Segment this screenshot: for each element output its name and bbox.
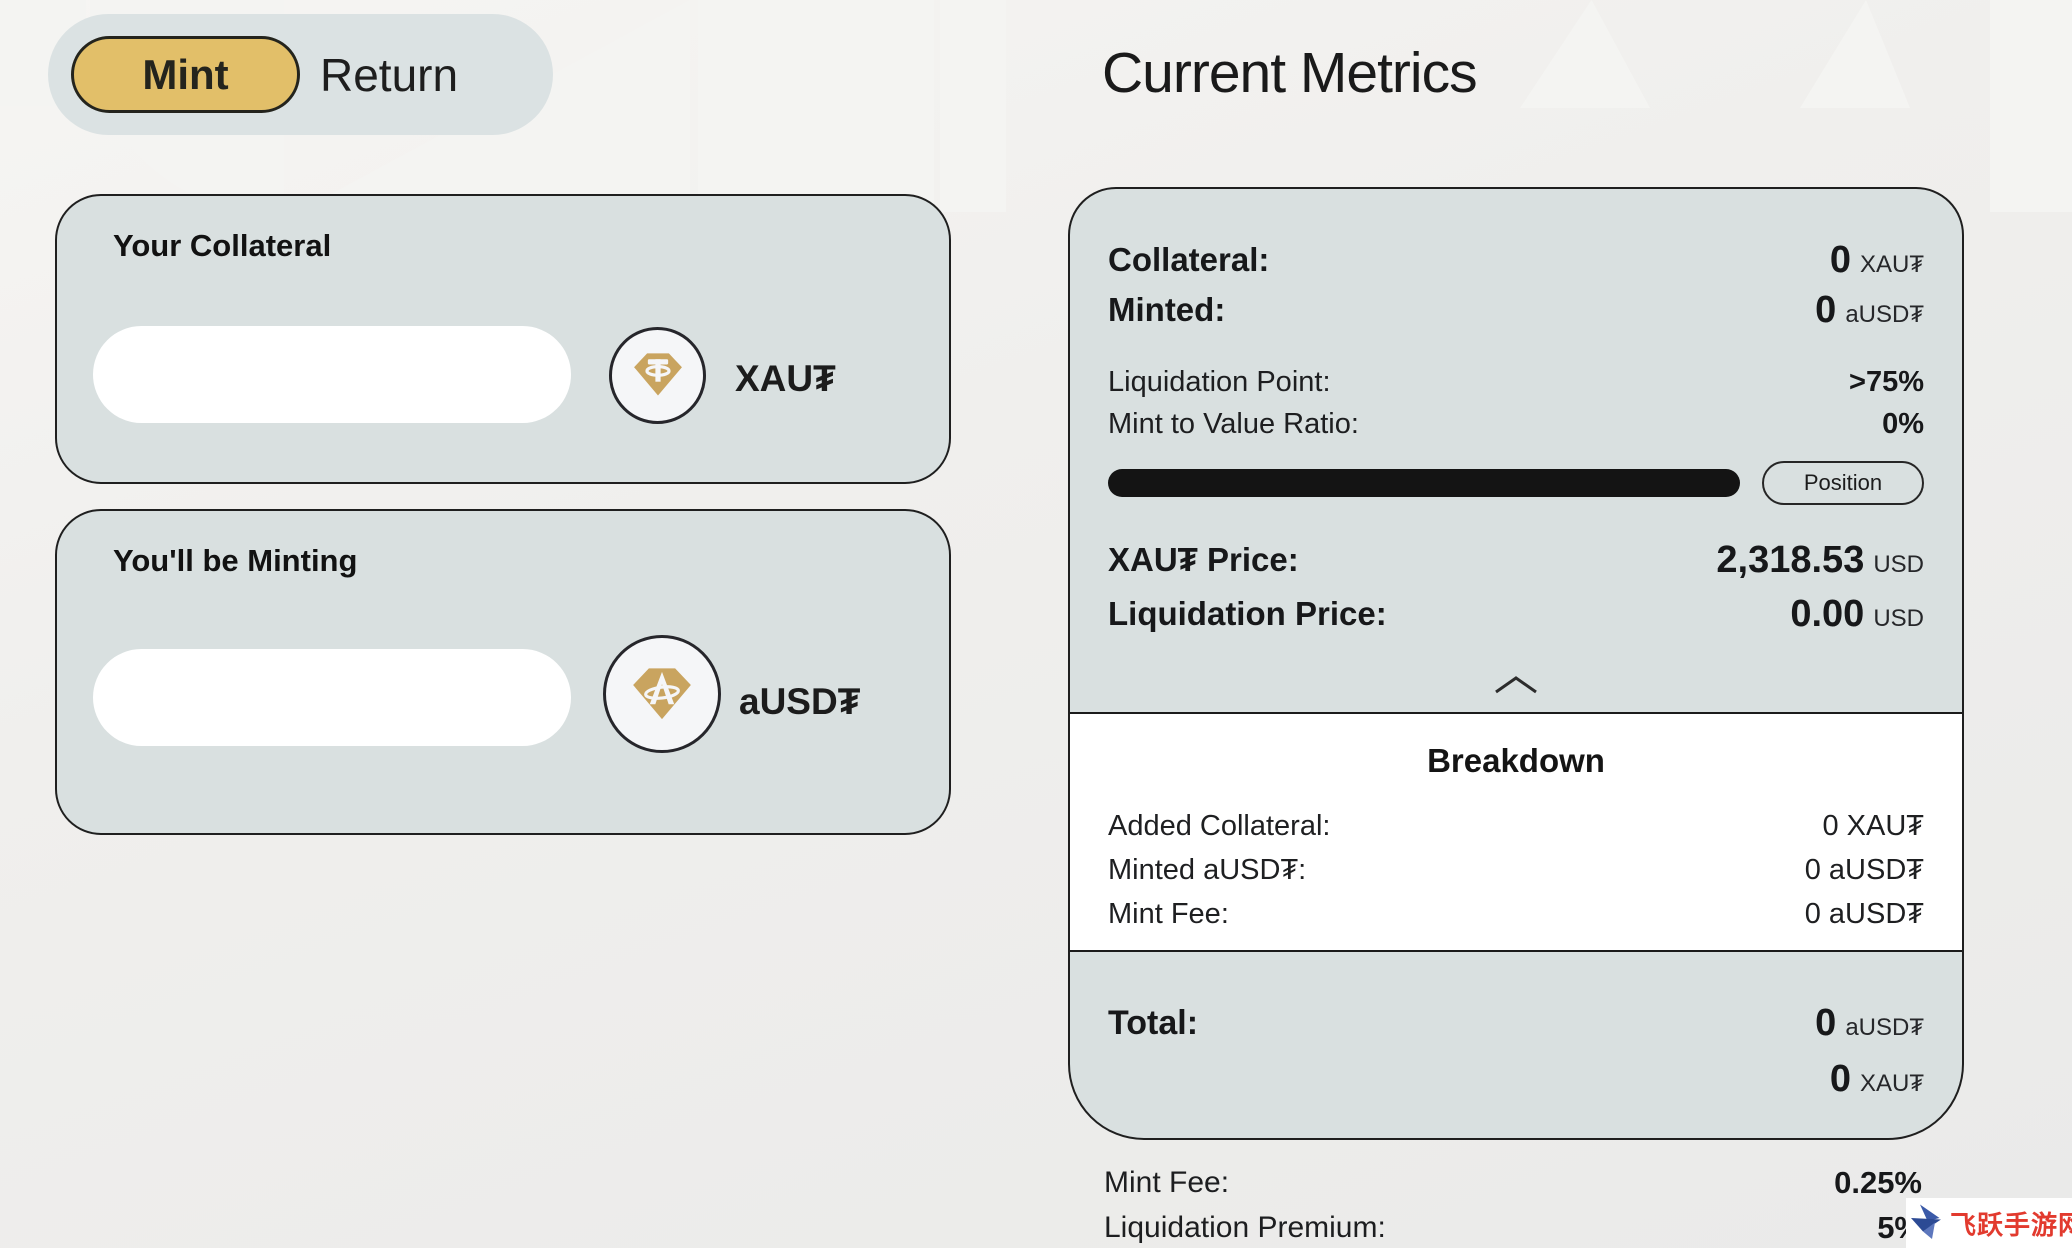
- current-metrics-card: Collateral: 0 XAU₮ Minted: 0 aUSD₮ Liqui…: [1068, 187, 1964, 1140]
- added-collateral-label: Added Collateral:: [1108, 809, 1331, 842]
- breakdown-row-minted-ausdt: Minted aUSD₮: 0 aUSD₮: [1108, 848, 1924, 892]
- minted-ausdt-value: 0 aUSD₮: [1804, 853, 1924, 886]
- breakdown-row-added-collateral: Added Collateral: 0 XAU₮: [1108, 804, 1924, 848]
- xaut-price-unit: USD: [1873, 550, 1924, 578]
- metric-row-collateral: Collateral: 0 XAU₮: [1108, 235, 1924, 285]
- mint-to-value-value: 0%: [1882, 407, 1924, 440]
- minted-value: 0: [1815, 288, 1837, 331]
- breakdown-row-mint-fee: Mint Fee: 0 aUSD₮: [1108, 892, 1924, 936]
- liquidation-point-label: Liquidation Point:: [1108, 365, 1331, 398]
- xaut-price-label: XAU₮ Price:: [1108, 541, 1299, 578]
- metric-row-xaut-price: XAU₮ Price: 2,318.53 USD: [1108, 533, 1924, 587]
- position-button-label: Position: [1803, 470, 1883, 495]
- mint-fee-value: 0.25%: [1834, 1165, 1922, 1200]
- collateral-value: 0: [1829, 238, 1851, 281]
- total-label: Total:: [1108, 1003, 1199, 1042]
- tab-mint-label: Mint: [142, 50, 229, 98]
- minting-card: You'll be Minting aUSD₮: [55, 509, 951, 835]
- liquidation-point-value: >75%: [1849, 365, 1924, 398]
- liquidation-price-value: 0.00: [1790, 592, 1865, 635]
- collateral-card-title: Your Collateral: [113, 228, 332, 263]
- total-row-secondary: 0 XAU₮: [1108, 1053, 1924, 1105]
- collateral-token-symbol: XAU₮: [735, 358, 836, 399]
- mint-fee-label: Mint Fee:: [1104, 1166, 1230, 1199]
- minted-ausdt-label: Minted aUSD₮:: [1108, 853, 1307, 886]
- liquidation-premium-row: Liquidation Premium: 5%: [1104, 1205, 1922, 1248]
- ausdt-token-badge: [603, 635, 721, 753]
- mint-fee-row: Mint Fee: 0.25%: [1104, 1160, 1922, 1206]
- xaut-token-icon: [629, 344, 687, 407]
- ausdt-token-icon: [627, 657, 697, 732]
- minted-unit: aUSD₮: [1845, 300, 1924, 328]
- tab-return[interactable]: Return: [320, 14, 458, 135]
- total-value-xaut: 0: [1829, 1057, 1851, 1100]
- mint-return-toggle: Mint Return: [48, 14, 553, 135]
- page-title: Current Metrics: [1102, 41, 1478, 105]
- total-unit-ausdt: aUSD₮: [1845, 1013, 1924, 1041]
- bg-pattern-shape: [698, 0, 934, 212]
- metric-row-mint-to-value: Mint to Value Ratio: 0%: [1108, 403, 1924, 445]
- metric-row-liquidation-point: Liquidation Point: >75%: [1108, 361, 1924, 403]
- metric-row-liquidation-price: Liquidation Price: 0.00 USD: [1108, 587, 1924, 641]
- mint-amount-input[interactable]: [93, 649, 571, 746]
- minted-label: Minted:: [1108, 291, 1226, 328]
- liquidation-price-unit: USD: [1873, 604, 1924, 632]
- breakdown-mint-fee-label: Mint Fee:: [1108, 897, 1229, 930]
- collateral-unit: XAU₮: [1859, 250, 1924, 278]
- total-row: Total: 0 aUSD₮: [1108, 997, 1924, 1049]
- minting-card-title: You'll be Minting: [113, 543, 358, 578]
- breakdown-mint-fee-value: 0 aUSD₮: [1804, 897, 1924, 930]
- total-unit-xaut: XAU₮: [1859, 1069, 1924, 1097]
- xaut-price-value: 2,318.53: [1716, 538, 1865, 581]
- liquidation-premium-label: Liquidation Premium:: [1104, 1211, 1386, 1244]
- bg-pattern-shape: [1990, 0, 2072, 212]
- xaut-token-badge: [609, 327, 706, 424]
- position-progress-bar: [1108, 469, 1740, 497]
- position-button[interactable]: Position: [1762, 461, 1924, 505]
- bg-pattern-shape: [1520, 0, 1650, 108]
- tab-mint[interactable]: Mint: [71, 36, 300, 113]
- breakdown-title: Breakdown: [1427, 742, 1605, 779]
- liquidation-price-label: Liquidation Price:: [1108, 595, 1387, 632]
- breakdown-panel: Breakdown Added Collateral: 0 XAU₮ Minte…: [1070, 712, 1962, 952]
- site-watermark: 飞跃手游网: [1906, 1198, 2072, 1248]
- added-collateral-value: 0 XAU₮: [1822, 809, 1924, 842]
- bg-pattern-shape: [1800, 0, 1910, 108]
- chevron-up-icon: [1493, 676, 1539, 698]
- collateral-label: Collateral:: [1108, 241, 1270, 278]
- mint-to-value-label: Mint to Value Ratio:: [1108, 407, 1359, 440]
- minting-token-symbol: aUSD₮: [739, 681, 861, 722]
- total-value-ausdt: 0: [1815, 1001, 1837, 1044]
- watermark-text: 飞跃手游网: [1950, 1209, 2072, 1240]
- collateral-amount-input[interactable]: [93, 326, 571, 423]
- watermark-bird-icon: [1908, 1200, 1950, 1247]
- collateral-card: Your Collateral XAU₮: [55, 194, 951, 484]
- bg-pattern-shape: [940, 0, 1006, 212]
- metric-row-minted: Minted: 0 aUSD₮: [1108, 285, 1924, 335]
- tab-return-label: Return: [320, 48, 459, 101]
- collapse-breakdown-button[interactable]: [1489, 671, 1543, 702]
